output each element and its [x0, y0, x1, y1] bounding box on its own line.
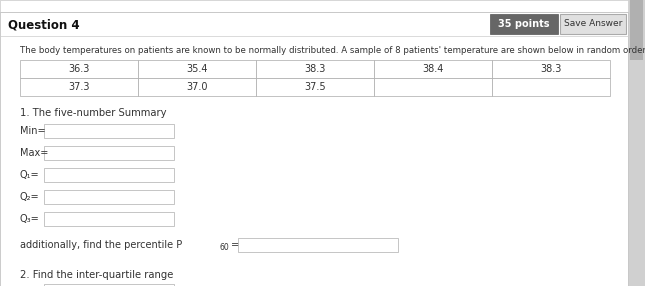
FancyBboxPatch shape — [44, 190, 174, 204]
FancyBboxPatch shape — [0, 12, 628, 286]
FancyBboxPatch shape — [44, 168, 174, 182]
FancyBboxPatch shape — [492, 60, 610, 78]
Text: The body temperatures on patients are known to be normally distributed. A sample: The body temperatures on patients are kn… — [20, 46, 645, 55]
Text: 37.3: 37.3 — [68, 82, 90, 92]
FancyBboxPatch shape — [138, 78, 256, 96]
FancyBboxPatch shape — [20, 60, 138, 78]
FancyBboxPatch shape — [492, 78, 610, 96]
Text: Q₃=: Q₃= — [20, 214, 40, 224]
FancyBboxPatch shape — [44, 146, 174, 160]
Text: 60: 60 — [220, 243, 230, 253]
Text: 38.3: 38.3 — [304, 64, 326, 74]
Text: 38.4: 38.4 — [422, 64, 444, 74]
Text: 36.3: 36.3 — [68, 64, 90, 74]
FancyBboxPatch shape — [628, 0, 645, 286]
Text: 37.5: 37.5 — [304, 82, 326, 92]
FancyBboxPatch shape — [490, 14, 558, 34]
Text: 2. Find the inter-quartile range: 2. Find the inter-quartile range — [20, 270, 174, 280]
FancyBboxPatch shape — [374, 60, 492, 78]
FancyBboxPatch shape — [44, 212, 174, 226]
Text: 35 points: 35 points — [498, 19, 550, 29]
Text: additionally, find the percentile P: additionally, find the percentile P — [20, 240, 183, 250]
FancyBboxPatch shape — [630, 0, 643, 60]
Text: Q₂=: Q₂= — [20, 192, 39, 202]
FancyBboxPatch shape — [256, 78, 374, 96]
Text: =: = — [231, 240, 239, 250]
Text: Save Answer: Save Answer — [564, 19, 622, 29]
FancyBboxPatch shape — [374, 78, 492, 96]
Text: Q₁=: Q₁= — [20, 170, 39, 180]
Text: Min=: Min= — [20, 126, 46, 136]
FancyBboxPatch shape — [0, 0, 628, 12]
Text: 35.4: 35.4 — [186, 64, 208, 74]
Text: Question 4: Question 4 — [8, 19, 79, 31]
FancyBboxPatch shape — [20, 78, 138, 96]
FancyBboxPatch shape — [560, 14, 626, 34]
FancyBboxPatch shape — [238, 238, 398, 252]
Text: 37.0: 37.0 — [186, 82, 208, 92]
Text: Max=: Max= — [20, 148, 48, 158]
Text: 38.3: 38.3 — [541, 64, 562, 74]
FancyBboxPatch shape — [256, 60, 374, 78]
FancyBboxPatch shape — [44, 124, 174, 138]
FancyBboxPatch shape — [44, 284, 174, 286]
FancyBboxPatch shape — [138, 60, 256, 78]
Text: 1. The five-number Summary: 1. The five-number Summary — [20, 108, 166, 118]
